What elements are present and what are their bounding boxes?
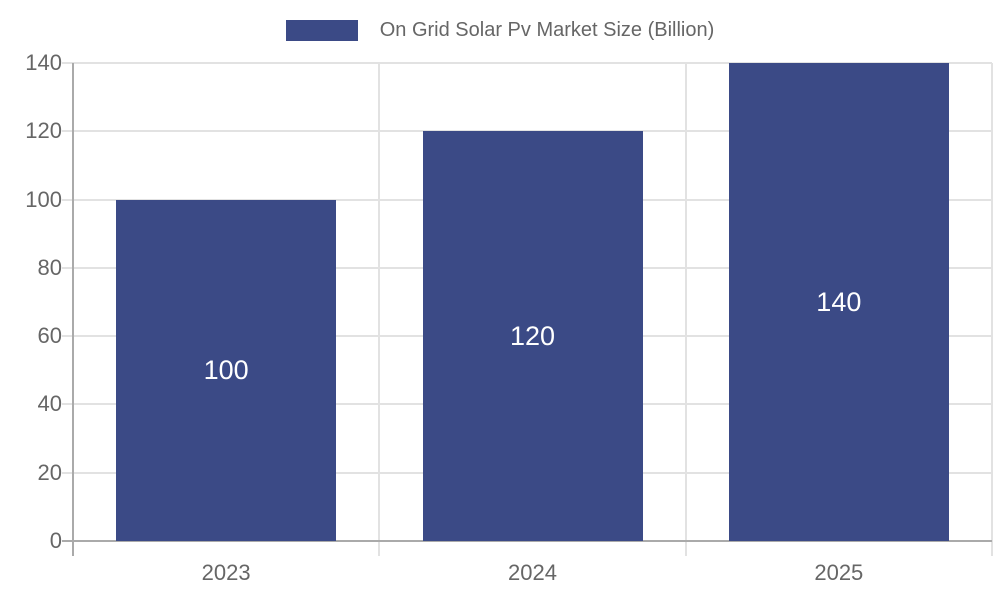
y-axis-tick-label: 100 — [25, 186, 62, 212]
bar-2023: 100 — [116, 199, 337, 541]
gridline-v — [684, 63, 687, 556]
bar-value-label: 140 — [816, 286, 862, 317]
y-axis-tick-label: 20 — [37, 459, 62, 485]
gridline-h — [62, 62, 992, 64]
chart-legend: On Grid Solar Pv Market Size (Billion) — [0, 19, 1000, 42]
gridline-v — [378, 63, 381, 556]
x-axis-line — [62, 540, 992, 542]
bar-2024: 120 — [422, 131, 643, 541]
legend-label: On Grid Solar Pv Market Size (Billion) — [379, 19, 715, 41]
y-axis-tick-label: 40 — [37, 391, 62, 417]
y-axis-tick-label: 60 — [37, 323, 62, 349]
gridline-v — [991, 63, 993, 556]
y-axis-line — [72, 63, 74, 556]
y-axis-tick-label: 120 — [25, 118, 62, 144]
bar-2025: 140 — [728, 63, 949, 541]
x-axis-tick-label: 2024 — [508, 560, 557, 585]
x-axis-tick-label: 2023 — [201, 560, 251, 585]
bar-value-label: 100 — [203, 354, 249, 385]
y-axis-tick-label: 0 — [49, 528, 62, 553]
x-axis-tick-label: 2025 — [814, 560, 864, 585]
y-axis-tick-label: 140 — [25, 50, 62, 75]
legend-swatch — [285, 20, 358, 41]
bar-value-label: 120 — [509, 320, 556, 351]
y-axis-tick-label: 80 — [37, 254, 62, 280]
